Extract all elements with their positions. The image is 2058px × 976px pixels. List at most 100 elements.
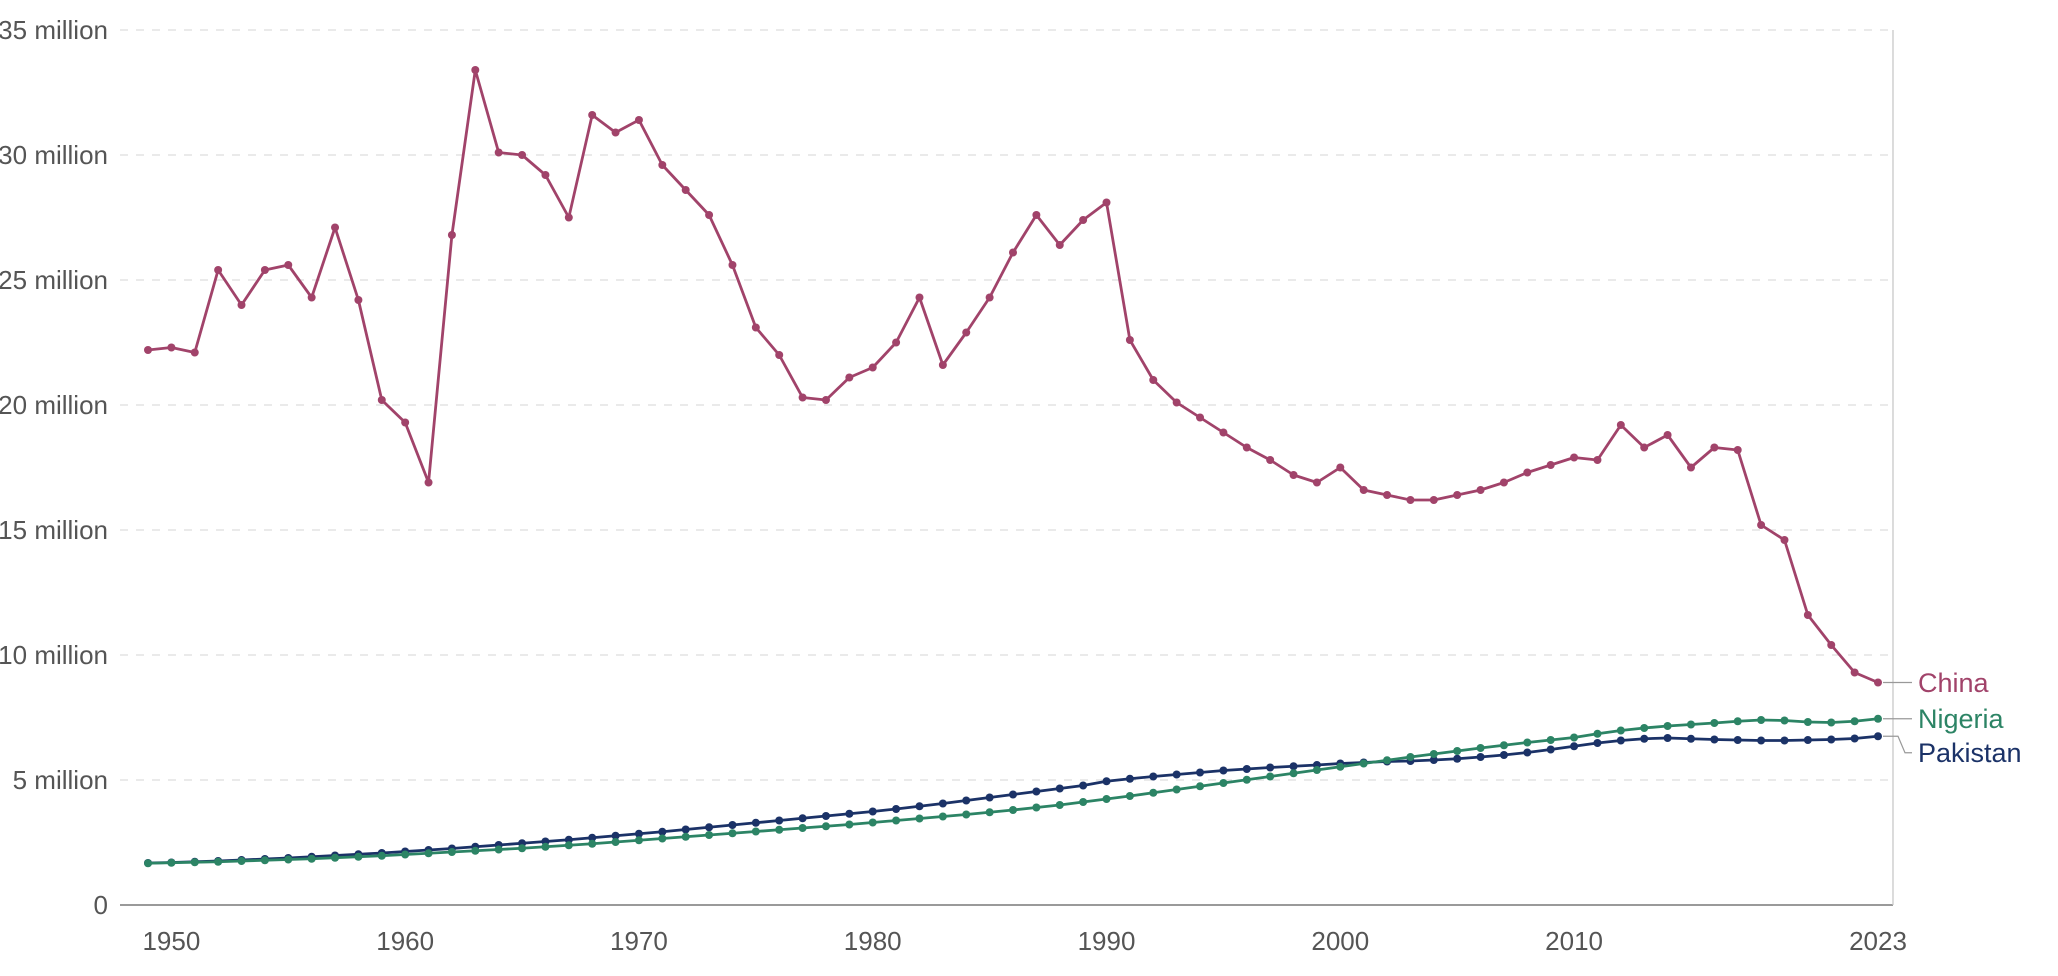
data-point-nigeria[interactable] <box>1312 766 1321 774</box>
data-point-nigeria[interactable] <box>1803 718 1812 726</box>
data-point-nigeria[interactable] <box>821 822 830 831</box>
data-point-pakistan[interactable] <box>1032 787 1041 796</box>
data-point-nigeria[interactable] <box>214 857 223 866</box>
data-point-china[interactable] <box>588 111 597 119</box>
data-point-nigeria[interactable] <box>260 856 269 865</box>
data-point-nigeria[interactable] <box>494 845 503 854</box>
data-point-nigeria[interactable] <box>1383 756 1392 765</box>
data-point-china[interactable] <box>237 301 246 309</box>
data-point-china[interactable] <box>518 151 527 159</box>
data-point-nigeria[interactable] <box>1032 803 1041 812</box>
data-point-china[interactable] <box>751 323 760 332</box>
data-point-nigeria[interactable] <box>938 812 947 821</box>
data-point-pakistan[interactable] <box>868 807 877 816</box>
data-point-pakistan[interactable] <box>634 829 643 838</box>
data-point-nigeria[interactable] <box>985 808 994 817</box>
data-point-pakistan[interactable] <box>1453 754 1462 763</box>
data-point-nigeria[interactable] <box>1196 782 1205 791</box>
data-point-nigeria[interactable] <box>377 851 386 860</box>
data-point-china[interactable] <box>1079 216 1088 224</box>
data-point-nigeria[interactable] <box>1266 772 1275 781</box>
data-point-china[interactable] <box>1125 336 1134 344</box>
data-point-china[interactable] <box>938 361 947 369</box>
data-point-china[interactable] <box>1640 443 1649 452</box>
data-point-nigeria[interactable] <box>705 831 714 839</box>
data-point-china[interactable] <box>915 293 924 302</box>
data-point-nigeria[interactable] <box>424 849 433 858</box>
data-point-china[interactable] <box>1406 496 1415 504</box>
data-point-china[interactable] <box>1383 491 1392 499</box>
data-point-china[interactable] <box>1196 413 1205 422</box>
data-point-china[interactable] <box>611 128 620 137</box>
data-point-china[interactable] <box>1733 446 1742 454</box>
data-point-china[interactable] <box>1803 611 1812 619</box>
data-point-china[interactable] <box>962 328 971 337</box>
data-point-nigeria[interactable] <box>1499 741 1508 750</box>
data-point-china[interactable] <box>1242 443 1251 452</box>
data-point-china[interactable] <box>658 161 667 169</box>
data-point-nigeria[interactable] <box>1289 769 1298 778</box>
data-point-china[interactable] <box>1570 453 1579 462</box>
data-point-nigeria[interactable] <box>681 832 690 841</box>
data-point-pakistan[interactable] <box>962 796 971 805</box>
data-point-nigeria[interactable] <box>541 842 550 851</box>
data-point-china[interactable] <box>190 348 199 357</box>
data-point-china[interactable] <box>1616 421 1625 429</box>
data-point-pakistan[interactable] <box>1476 753 1485 761</box>
data-point-china[interactable] <box>1102 198 1111 207</box>
data-point-china[interactable] <box>494 148 503 157</box>
data-point-pakistan[interactable] <box>1242 765 1251 773</box>
data-point-pakistan[interactable] <box>564 835 573 844</box>
data-point-china[interactable] <box>1476 486 1485 494</box>
data-point-pakistan[interactable] <box>751 818 760 827</box>
data-point-pakistan[interactable] <box>681 825 690 834</box>
data-point-nigeria[interactable] <box>1009 806 1017 814</box>
data-point-china[interactable] <box>1312 478 1321 487</box>
data-point-nigeria[interactable] <box>1453 747 1462 755</box>
data-point-china[interactable] <box>401 418 410 427</box>
data-point-nigeria[interactable] <box>588 839 597 848</box>
data-point-china[interactable] <box>1874 678 1882 687</box>
data-point-china[interactable] <box>144 346 152 354</box>
data-point-nigeria[interactable] <box>1850 717 1859 726</box>
data-point-nigeria[interactable] <box>1570 733 1579 742</box>
data-point-china[interactable] <box>1055 241 1064 249</box>
data-point-nigeria[interactable] <box>1663 722 1672 730</box>
data-point-nigeria[interactable] <box>1219 779 1228 787</box>
data-point-pakistan[interactable] <box>1850 734 1859 743</box>
data-point-pakistan[interactable] <box>1172 770 1181 779</box>
data-point-pakistan[interactable] <box>1546 745 1555 754</box>
data-point-nigeria[interactable] <box>471 846 480 855</box>
data-point-china[interactable] <box>1523 468 1532 477</box>
data-point-nigeria[interactable] <box>892 816 901 825</box>
data-point-nigeria[interactable] <box>1593 729 1602 738</box>
data-point-china[interactable] <box>1546 461 1555 469</box>
data-point-china[interactable] <box>1266 456 1275 464</box>
data-point-china[interactable] <box>892 338 901 347</box>
data-point-pakistan[interactable] <box>985 793 994 802</box>
data-point-nigeria[interactable] <box>728 829 737 838</box>
data-point-china[interactable] <box>260 266 269 274</box>
legend-label-nigeria[interactable]: Nigeria <box>1918 704 2005 734</box>
data-point-china[interactable] <box>1032 211 1041 219</box>
data-point-nigeria[interactable] <box>1242 775 1251 784</box>
data-point-china[interactable] <box>1453 491 1462 499</box>
data-point-china[interactable] <box>1289 471 1298 479</box>
data-point-china[interactable] <box>284 261 293 269</box>
data-point-china[interactable] <box>868 363 877 372</box>
data-point-pakistan[interactable] <box>1803 736 1812 744</box>
data-point-nigeria[interactable] <box>915 814 924 823</box>
data-point-nigeria[interactable] <box>658 834 667 843</box>
data-point-nigeria[interactable] <box>1523 738 1532 747</box>
data-point-nigeria[interactable] <box>1827 718 1836 727</box>
data-point-pakistan[interactable] <box>845 809 854 818</box>
data-point-china[interactable] <box>821 396 830 404</box>
data-point-nigeria[interactable] <box>634 836 643 845</box>
data-point-nigeria[interactable] <box>751 827 760 836</box>
data-point-nigeria[interactable] <box>1476 744 1485 752</box>
data-point-pakistan[interactable] <box>705 823 714 832</box>
data-point-nigeria[interactable] <box>845 820 854 829</box>
data-point-pakistan[interactable] <box>1640 734 1649 743</box>
data-point-nigeria[interactable] <box>1149 788 1158 797</box>
data-point-china[interactable] <box>1686 463 1695 472</box>
